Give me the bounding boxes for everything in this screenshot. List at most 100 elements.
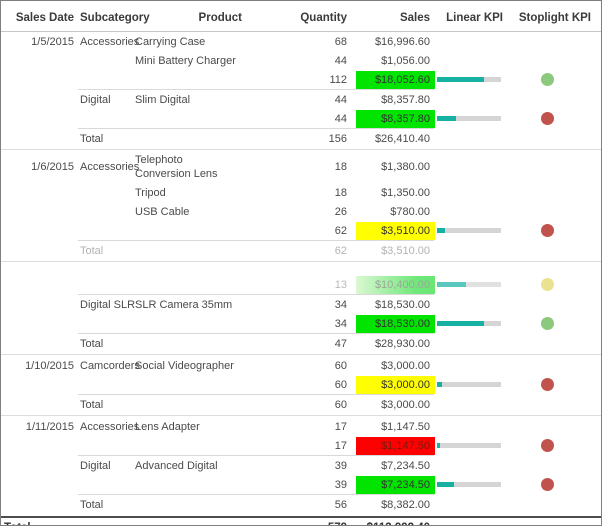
total-label: Total	[80, 244, 104, 257]
quantity-cell: 47	[334, 337, 347, 350]
table-row[interactable]: Digital Advanced Digital 39 $7,234.50	[1, 456, 601, 475]
sales-cell: $8,357.80	[381, 93, 430, 106]
column-header-linear-kpi: Linear KPI	[446, 11, 503, 24]
table-row[interactable]: 1/10/2015 Camcorders Social Videographer…	[1, 356, 601, 375]
quantity-cell: 60	[334, 398, 347, 411]
sales-cell: $28,930.00	[374, 337, 430, 350]
quantity-cell: 156	[328, 132, 347, 145]
sales-kpi-cell: $7,234.50	[356, 475, 435, 494]
group-divider	[78, 89, 434, 90]
subtotal-row-faded[interactable]: 13 $10,400.00	[1, 275, 601, 294]
table-row[interactable]: 1/6/2015 Accessories Telephoto Conversio…	[1, 151, 601, 183]
stoplight-kpi-icon	[541, 112, 554, 125]
product-cell: Lens Adapter	[135, 420, 200, 433]
quantity-cell: 60	[334, 359, 347, 372]
section-divider	[1, 261, 601, 262]
table-row[interactable]: USB Cable 26 $780.00	[1, 202, 601, 221]
linear-kpi-bar	[437, 116, 501, 121]
subtotal-row[interactable]: 39 $7,234.50	[1, 475, 601, 494]
sales-kpi-cell: $1,147.50	[356, 436, 435, 455]
group-divider	[78, 494, 434, 495]
sales-cell: $26,410.40	[374, 132, 430, 145]
stoplight-kpi-icon	[541, 73, 554, 86]
stoplight-kpi-icon	[541, 317, 554, 330]
table-row[interactable]: Digital SLR SLR Camera 35mm 34 $18,530.0…	[1, 295, 601, 314]
column-header-stoplight-kpi: Stoplight KPI	[518, 11, 591, 24]
subtotal-row[interactable]: 112 $18,052.60	[1, 70, 601, 89]
sales-kpi-cell: $3,000.00	[356, 375, 435, 394]
total-row[interactable]: Total 47 $28,930.00	[1, 334, 601, 353]
quantity-cell: 44	[334, 54, 347, 67]
subtotal-row[interactable]: 60 $3,000.00	[1, 375, 601, 394]
subcategory-cell: Camcorders	[80, 359, 140, 372]
sales-cell: $1,350.00	[381, 186, 430, 199]
table-row[interactable]: 1/5/2015 Accessories Carrying Case 68 $1…	[1, 32, 601, 51]
subtotal-row[interactable]: 44 $8,357.80	[1, 109, 601, 128]
subcategory-cell: Accessories	[80, 35, 140, 48]
table-row[interactable]: 1/11/2015 Accessories Lens Adapter 17 $1…	[1, 417, 601, 436]
quantity-cell: 34	[334, 317, 347, 330]
total-row[interactable]: Total 56 $8,382.00	[1, 495, 601, 514]
linear-kpi-bar	[437, 228, 501, 233]
sales-cell: $3,510.00	[381, 244, 430, 257]
header-row: Sales Date Subcategory Product Quantity …	[1, 4, 601, 32]
section-divider	[1, 415, 601, 416]
sales-cell: $3,000.00	[381, 398, 430, 411]
product-cell: Tripod	[135, 186, 166, 199]
sales-kpi-cell: $10,400.00	[356, 275, 435, 294]
total-row[interactable]: Total 62 $3,510.00	[1, 241, 601, 260]
total-label: Total	[80, 132, 104, 145]
product-cell: Advanced Digital	[135, 459, 218, 472]
subtotal-row[interactable]: 17 $1,147.50	[1, 436, 601, 455]
subcategory-cell: Accessories	[80, 161, 140, 173]
column-header-product: Product	[198, 11, 242, 24]
group-divider	[78, 455, 434, 456]
linear-kpi-bar	[437, 382, 501, 387]
section-divider	[1, 149, 601, 150]
stoplight-kpi-icon	[541, 439, 554, 452]
subtotal-row[interactable]: 34 $18,530.00	[1, 314, 601, 333]
subtotal-row[interactable]: 62 $3,510.00	[1, 221, 601, 240]
sales-date-cell: 1/5/2015	[31, 35, 74, 48]
sales-cell: $7,234.50	[381, 459, 430, 472]
quantity-cell: 39	[334, 459, 347, 472]
quantity-cell: 18	[334, 161, 347, 173]
table-row[interactable]: Mini Battery Charger 44 $1,056.00	[1, 51, 601, 70]
linear-kpi-bar	[437, 77, 501, 82]
sales-kpi-cell: $8,357.80	[356, 109, 435, 128]
sales-date-cell: 1/10/2015	[25, 359, 74, 372]
sales-cell: $16,996.60	[374, 35, 430, 48]
subcategory-cell: Digital	[80, 93, 111, 106]
table-row[interactable]: Digital Slim Digital 44 $8,357.80	[1, 90, 601, 109]
total-label: Total	[80, 498, 104, 511]
stoplight-kpi-icon	[541, 278, 554, 291]
group-divider	[78, 333, 434, 334]
linear-kpi-bar	[437, 443, 501, 448]
column-header-subcategory: Subcategory	[80, 11, 150, 24]
total-row[interactable]: Total 60 $3,000.00	[1, 395, 601, 414]
grand-total-row[interactable]: Total 579 $113,992.40	[1, 518, 601, 525]
sales-cell: $780.00	[390, 205, 430, 218]
total-row[interactable]: Total 156 $26,410.40	[1, 129, 601, 148]
linear-kpi-bar	[437, 482, 501, 487]
sales-kpi-cell: $18,052.60	[356, 70, 435, 89]
linear-kpi-bar	[437, 321, 501, 326]
quantity-cell: 13	[334, 278, 347, 291]
quantity-cell: 17	[334, 439, 347, 452]
product-cell: SLR Camera 35mm	[135, 298, 233, 311]
quantity-cell: 60	[334, 378, 347, 391]
product-cell: USB Cable	[135, 205, 190, 218]
faded-row-spacer	[1, 263, 601, 275]
sales-date-cell: 1/11/2015	[25, 420, 74, 433]
group-divider	[78, 128, 434, 129]
quantity-cell: 17	[334, 420, 347, 433]
product-cell: Slim Digital	[135, 93, 191, 106]
table-row[interactable]: Tripod 18 $1,350.00	[1, 183, 601, 202]
group-divider	[78, 240, 434, 241]
group-divider	[78, 394, 434, 395]
quantity-cell: 62	[334, 244, 347, 257]
sales-cell: $1,056.00	[381, 54, 430, 67]
subcategory-cell: Digital SLR	[80, 298, 136, 311]
grand-total-label: Total	[1, 522, 78, 525]
